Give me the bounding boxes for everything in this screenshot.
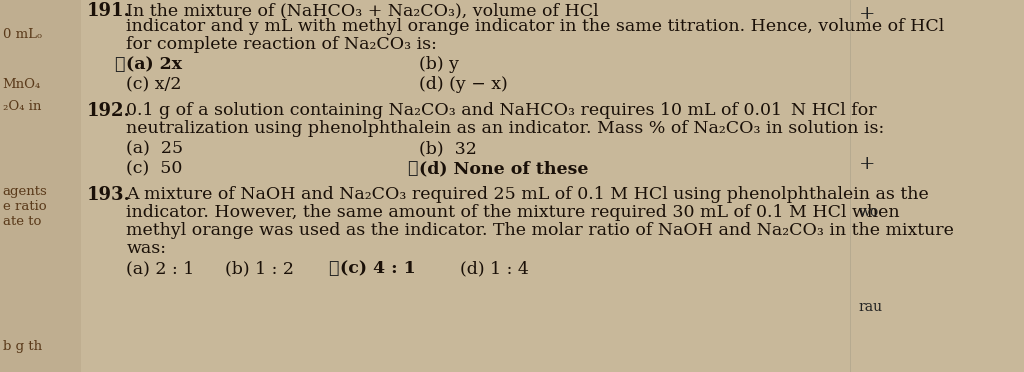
Text: indicator and y mL with methyl orange indicator in the same titration. Hence, vo: indicator and y mL with methyl orange in… bbox=[127, 18, 945, 35]
Text: neutralization using phenolphthalein as an indicator. Mass % of Na₂CO₃ in soluti: neutralization using phenolphthalein as … bbox=[127, 120, 885, 137]
Text: +: + bbox=[859, 155, 876, 173]
Text: 0.1 g of a solution containing Na₂CO₃ and NaHCO₃ requires 10 mL of 0.01  N HCl f: 0.1 g of a solution containing Na₂CO₃ an… bbox=[127, 102, 878, 119]
Text: ✓: ✓ bbox=[407, 160, 417, 177]
Text: (b)  32: (b) 32 bbox=[419, 140, 476, 157]
Text: ₂O₄ in: ₂O₄ in bbox=[3, 100, 41, 113]
Text: wo: wo bbox=[859, 205, 879, 219]
Text: e ratio: e ratio bbox=[3, 200, 46, 213]
Text: (c) x/2: (c) x/2 bbox=[127, 76, 182, 93]
Text: ✓: ✓ bbox=[328, 260, 339, 277]
Text: (b) 1 : 2: (b) 1 : 2 bbox=[224, 260, 294, 277]
Text: indicator. However, the same amount of the mixture required 30 mL of 0.1 M HCl w: indicator. However, the same amount of t… bbox=[127, 204, 900, 221]
Text: for complete reaction of Na₂CO₃ is:: for complete reaction of Na₂CO₃ is: bbox=[127, 36, 437, 53]
Bar bbox=[0, 0, 81, 372]
Text: (c)  50: (c) 50 bbox=[127, 160, 183, 177]
Text: (a)  25: (a) 25 bbox=[127, 140, 183, 157]
Text: MnO₄: MnO₄ bbox=[3, 78, 41, 91]
Text: 193.: 193. bbox=[87, 186, 131, 204]
Text: (a) 2x: (a) 2x bbox=[127, 56, 182, 73]
Text: (c) 4 : 1: (c) 4 : 1 bbox=[340, 260, 416, 277]
Text: In the mixture of (NaHCO₃ + Na₂CO₃), volume of HCl: In the mixture of (NaHCO₃ + Na₂CO₃), vol… bbox=[127, 2, 599, 19]
Text: methyl orange was used as the indicator. The molar ratio of NaOH and Na₂CO₃ in t: methyl orange was used as the indicator.… bbox=[127, 222, 954, 239]
Text: 191.: 191. bbox=[87, 2, 131, 20]
Text: ✓: ✓ bbox=[115, 56, 125, 73]
Text: rau: rau bbox=[859, 300, 883, 314]
Text: (a) 2 : 1: (a) 2 : 1 bbox=[127, 260, 195, 277]
Text: (d) None of these: (d) None of these bbox=[419, 160, 588, 177]
Text: (b) y: (b) y bbox=[419, 56, 459, 73]
Text: A mixture of NaOH and Na₂CO₃ required 25 mL of 0.1 M HCl using phenolphthalein a: A mixture of NaOH and Na₂CO₃ required 25… bbox=[127, 186, 929, 203]
Text: ate to: ate to bbox=[3, 215, 41, 228]
Text: 192.: 192. bbox=[87, 102, 131, 120]
Text: +: + bbox=[859, 5, 876, 23]
Text: (d) 1 : 4: (d) 1 : 4 bbox=[460, 260, 528, 277]
Text: 0 mLₒ: 0 mLₒ bbox=[3, 28, 42, 41]
Text: agents: agents bbox=[3, 185, 47, 198]
Text: (d) (y − x): (d) (y − x) bbox=[419, 76, 508, 93]
Text: was:: was: bbox=[127, 240, 167, 257]
Text: b g th: b g th bbox=[3, 340, 42, 353]
